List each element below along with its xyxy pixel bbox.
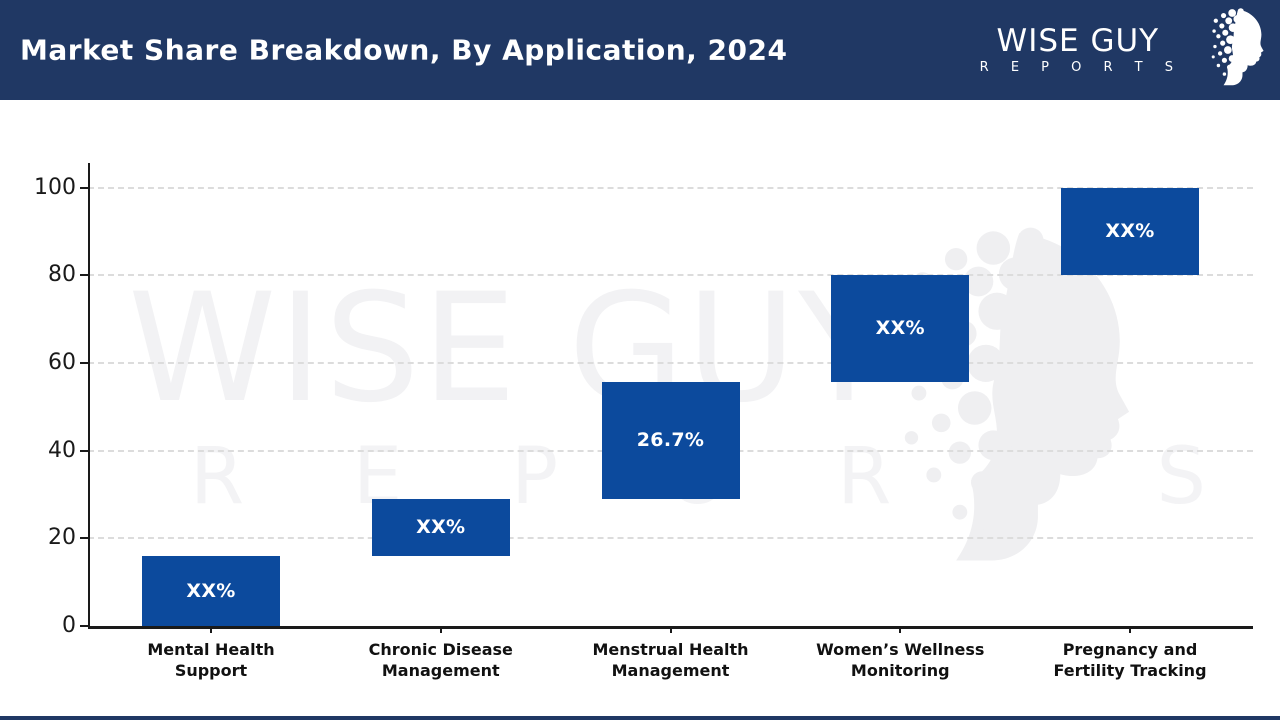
category-label-line: Management <box>381 661 500 680</box>
bar-value-label: XX% <box>1105 220 1155 243</box>
waterfall-chart: 0 20 40 60 80 100 XX% Mental Health Support XX% Ch… <box>0 100 1280 716</box>
category-label-line: Women’s Wellness <box>816 640 985 659</box>
dotted-face-profile-icon <box>1211 8 1264 86</box>
category-label-2: Chronic Disease Management <box>326 639 556 681</box>
x-tick-1 <box>210 626 212 633</box>
footer-accent-strip <box>0 716 1280 720</box>
x-tick-4 <box>899 626 902 633</box>
logo-subtitle: R E P O R T S <box>979 60 1182 75</box>
bar-5: XX% <box>1061 187 1199 276</box>
y-tick-label-0: 0 <box>62 613 76 638</box>
bar-value-label: XX% <box>875 317 925 340</box>
gridline-80 <box>88 274 1253 277</box>
bar-1: XX% <box>142 555 280 626</box>
bar-value-label: 26.7% <box>636 429 705 452</box>
bar-value-label: XX% <box>416 516 466 539</box>
bar-2: XX% <box>371 498 510 556</box>
gridline-60 <box>88 361 1253 364</box>
wise-guy-reports-logo: WISE GUY R E P O R T S <box>974 6 1270 94</box>
y-tick-80 <box>80 274 88 277</box>
gridline-100 <box>88 186 1253 189</box>
watermark-text-line1: WISE GUY <box>128 262 892 436</box>
y-tick-0 <box>80 625 88 627</box>
logo-text: WISE GUY R E P O R T S <box>974 25 1182 75</box>
category-label-line: Menstrual Health <box>592 640 749 659</box>
gridline-20 <box>88 537 1253 540</box>
category-label-line: Monitoring <box>850 661 950 680</box>
y-tick-40 <box>80 449 88 452</box>
category-label-line: Mental Health <box>147 640 275 659</box>
category-label-line: Pregnancy and <box>1062 640 1198 659</box>
y-tick-label-80: 80 <box>48 262 76 288</box>
y-tick-60 <box>80 361 88 364</box>
y-tick-label-100: 100 <box>34 174 76 200</box>
category-label-3: Menstrual Health Management <box>556 639 786 681</box>
y-tick-20 <box>80 537 88 540</box>
category-label-4: Women’s Wellness Monitoring <box>785 639 1015 681</box>
bar-4: XX% <box>831 275 970 382</box>
category-label-1: Mental Health Support <box>96 639 326 681</box>
x-tick-2 <box>439 626 442 633</box>
bar-value-label: XX% <box>186 579 236 602</box>
y-tick-label-60: 60 <box>48 349 76 375</box>
x-tick-5 <box>1129 626 1131 633</box>
page-title: Market Share Breakdown, By Application, … <box>20 33 788 67</box>
logo-name: WISE GUY <box>996 23 1160 59</box>
category-label-line: Chronic Disease <box>368 640 513 659</box>
category-label-5: Pregnancy and Fertility Tracking <box>1015 639 1245 681</box>
x-tick-3 <box>669 626 672 633</box>
y-tick-100 <box>80 186 88 189</box>
y-tick-label-20: 20 <box>48 525 76 551</box>
header-bar: Market Share Breakdown, By Application, … <box>0 0 1280 100</box>
y-axis-line <box>88 163 90 628</box>
y-tick-label-40: 40 <box>48 437 76 463</box>
category-label-line: Support <box>174 661 248 680</box>
category-label-line: Management <box>611 661 730 680</box>
category-label-line: Fertility Tracking <box>1053 661 1207 680</box>
bar-3: 26.7% <box>601 381 740 499</box>
